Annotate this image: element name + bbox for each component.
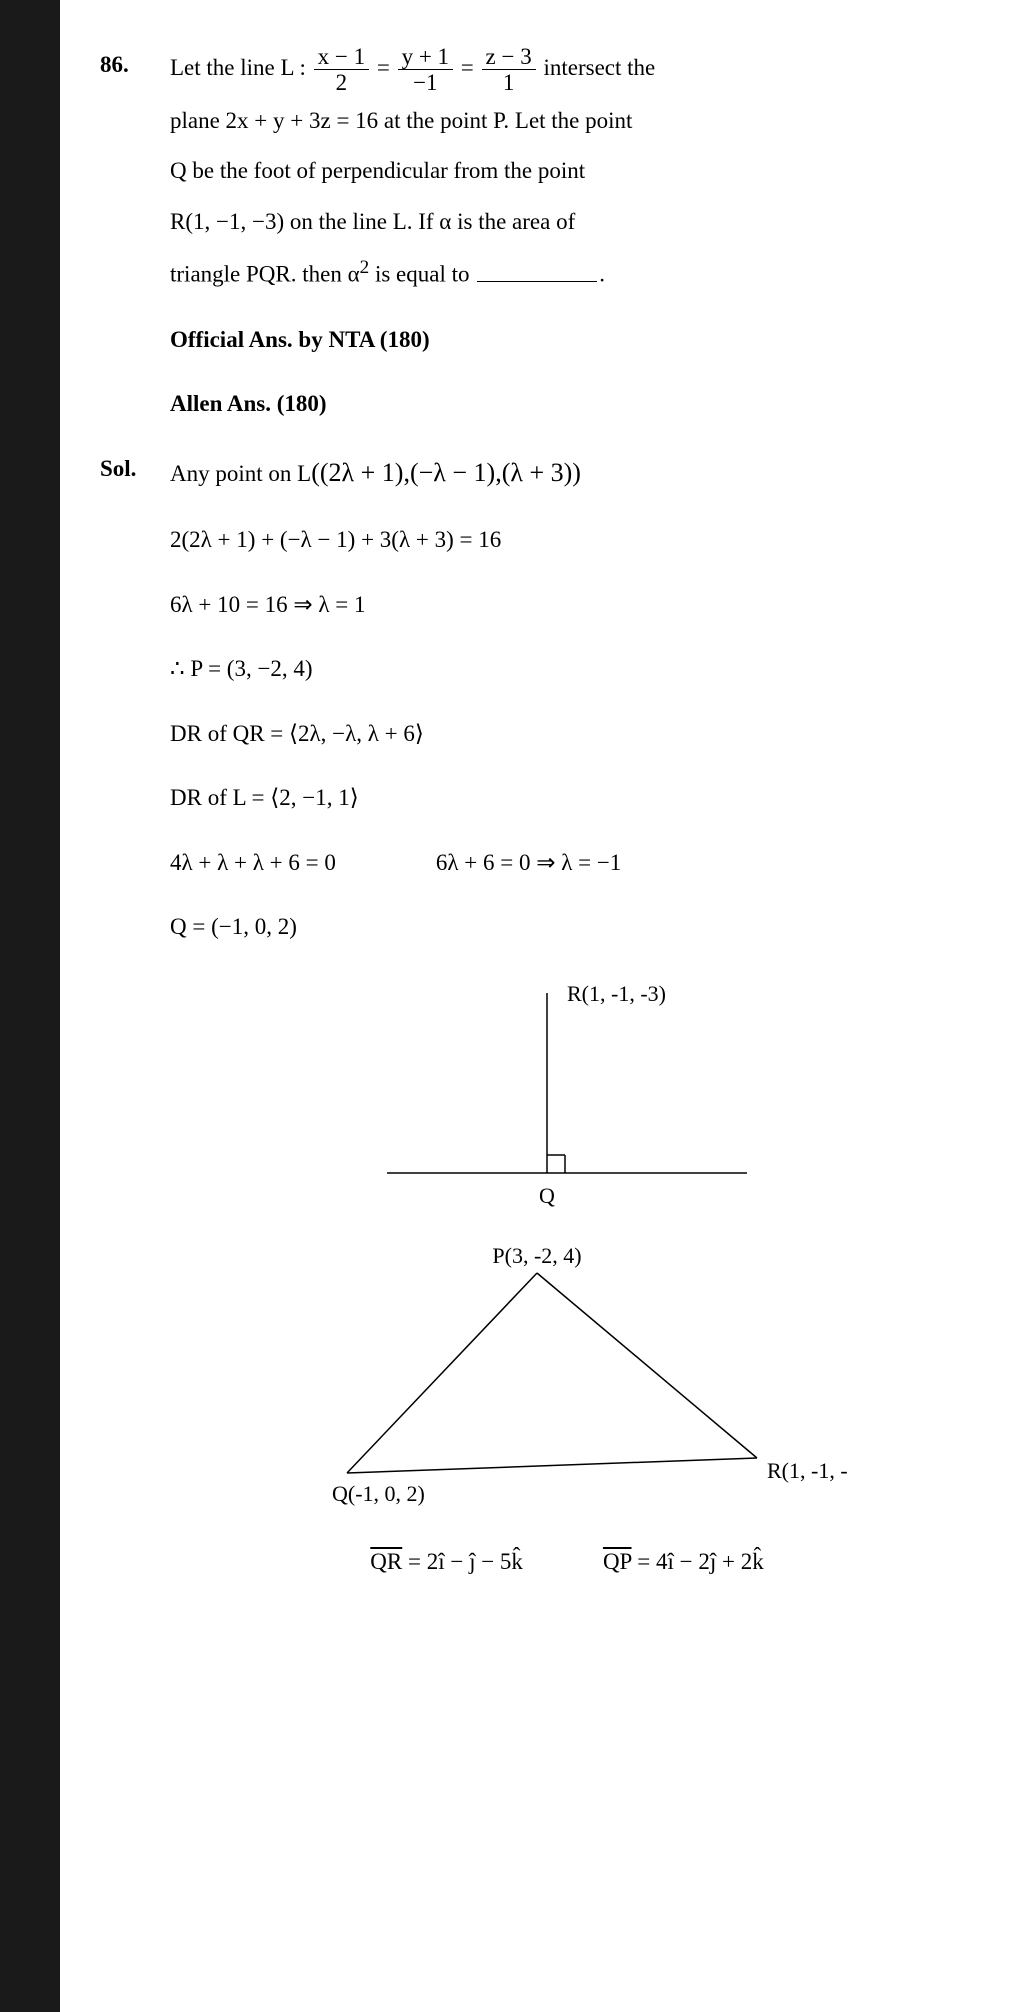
question-line-5: triangle PQR. then α2 is equal to .: [170, 247, 964, 300]
diagram-2-svg: P(3, -2, 4) Q(-1, 0, 2) R(1, -1, -3): [287, 1243, 847, 1523]
solution-label: Sol.: [100, 444, 170, 495]
vector-qp: QP = 4î − 2ĵ + 2k̂: [603, 1537, 764, 1588]
svg-text:P(3, -2, 4): P(3, -2, 4): [492, 1243, 581, 1268]
svg-text:Q(-1, 0, 2): Q(-1, 0, 2): [332, 1481, 425, 1506]
frac-3-num: z − 3: [482, 44, 536, 69]
sol-step-1: Any point on L((2λ + 1),(−λ − 1),(λ + 3)…: [170, 444, 964, 501]
question-line-3: Q be the foot of perpendicular from the …: [170, 146, 964, 197]
line-label: L :: [281, 55, 306, 80]
question-row: 86. Let the line L : x − 1 2 = y + 1 −1 …: [100, 40, 964, 430]
solution-content: Any point on L((2λ + 1),(−λ − 1),(λ + 3)…: [170, 444, 964, 1588]
svg-text:R(1, -1, -3): R(1, -1, -3): [567, 981, 666, 1006]
alpha-squared-sup: 2: [360, 257, 370, 278]
sol-step-1b: ((2λ + 1),(−λ − 1),(λ + 3)): [311, 458, 581, 487]
page: 86. Let the line L : x − 1 2 = y + 1 −1 …: [60, 0, 1024, 2012]
question-line-5-dot: .: [599, 262, 605, 287]
frac-1-den: 2: [314, 69, 369, 95]
frac-2: y + 1 −1: [398, 44, 453, 96]
question-line-5a: triangle PQR. then α: [170, 262, 360, 287]
sol-step-6: DR of L = ⟨2, −1, 1⟩: [170, 773, 964, 824]
sol-step-5: DR of QR = ⟨2λ, −λ, λ + 6⟩: [170, 709, 964, 760]
allen-answer: Allen Ans. (180): [170, 379, 964, 430]
equals-1: =: [377, 55, 390, 80]
sol-step-7a: 4λ + λ + λ + 6 = 0: [170, 838, 336, 889]
official-answer: Official Ans. by NTA (180): [170, 315, 964, 366]
question-content: Let the line L : x − 1 2 = y + 1 −1 = z …: [170, 40, 964, 430]
frac-3: z − 3 1: [482, 44, 536, 96]
solution-row: Sol. Any point on L((2λ + 1),(−λ − 1),(λ…: [100, 444, 964, 1588]
equals-2: =: [461, 55, 474, 80]
sol-step-3: 6λ + 10 = 16 ⇒ λ = 1: [170, 580, 964, 631]
frac-2-num: y + 1: [398, 44, 453, 69]
tail-text: intersect the: [543, 55, 655, 80]
sol-step-8: Q = (−1, 0, 2): [170, 902, 964, 953]
answer-blank: [477, 281, 597, 282]
svg-text:Q: Q: [539, 1183, 555, 1208]
diagram-perpendicular: R(1, -1, -3) Q: [170, 973, 964, 1223]
vector-qp-overline: QP: [603, 1549, 632, 1574]
frac-1: x − 1 2: [314, 44, 369, 96]
svg-text:R(1, -1, -3): R(1, -1, -3): [767, 1458, 847, 1483]
lead-text: Let the line: [170, 55, 281, 80]
frac-1-num: x − 1: [314, 44, 369, 69]
sol-step-1a: Any point on L: [170, 461, 311, 486]
diagram-1-svg: R(1, -1, -3) Q: [327, 973, 807, 1223]
question-line-4: R(1, −1, −3) on the line L. If α is the …: [170, 197, 964, 248]
question-number: 86.: [100, 40, 170, 91]
sol-step-7: 4λ + λ + λ + 6 = 0 6λ + 6 = 0 ⇒ λ = −1: [170, 838, 964, 889]
question-line-2: plane 2x + y + 3z = 16 at the point P. L…: [170, 96, 964, 147]
vector-qp-rest: = 4î − 2ĵ + 2k̂: [632, 1549, 764, 1574]
diagram-triangle: P(3, -2, 4) Q(-1, 0, 2) R(1, -1, -3): [170, 1243, 964, 1523]
frac-3-den: 1: [482, 69, 536, 95]
question-line-1: Let the line L : x − 1 2 = y + 1 −1 = z …: [170, 40, 964, 96]
question-line-5b: is equal to: [369, 262, 475, 287]
sol-step-2: 2(2λ + 1) + (−λ − 1) + 3(λ + 3) = 16: [170, 515, 964, 566]
sol-step-4: ∴ P = (3, −2, 4): [170, 644, 964, 695]
vector-qr: QR = 2î − ĵ − 5k̂: [370, 1537, 523, 1588]
sol-step-7b: 6λ + 6 = 0 ⇒ λ = −1: [436, 838, 621, 889]
vectors-row: QR = 2î − ĵ − 5k̂ QP = 4î − 2ĵ + 2k̂: [170, 1537, 964, 1588]
frac-2-den: −1: [398, 69, 453, 95]
vector-qr-rest: = 2î − ĵ − 5k̂: [402, 1549, 523, 1574]
vector-qr-overline: QR: [370, 1549, 402, 1574]
